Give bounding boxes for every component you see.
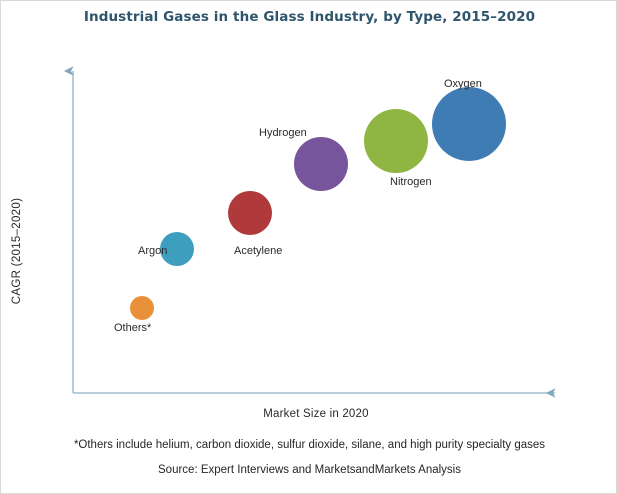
bubble-nitrogen[interactable] — [364, 109, 428, 173]
footnote-source: Source: Expert Interviews and Marketsand… — [158, 464, 461, 476]
bubble-label-acetylene: Acetylene — [234, 245, 283, 257]
y-axis-label: CAGR (2015–2020) — [11, 197, 23, 305]
page-title: Industrial Gases in the Glass Industry, … — [83, 9, 536, 25]
x-axis-label: Market Size in 2020 — [263, 408, 369, 420]
bubble-label-nitrogen: Nitrogen — [390, 176, 432, 188]
bubble-others[interactable] — [130, 296, 154, 320]
bubble-hydrogen[interactable] — [294, 137, 348, 191]
bubble-label-hydrogen: Hydrogen — [259, 127, 307, 139]
bubble-label-oxygen: Oxygen — [444, 78, 482, 90]
bubble-label-argon: Argon — [138, 245, 168, 257]
bubble-acetylene[interactable] — [228, 191, 272, 235]
bubble-oxygen[interactable] — [432, 87, 506, 161]
bubble-argon[interactable] — [160, 232, 194, 266]
bubble-label-others: Others* — [114, 322, 152, 334]
footnote-others: *Others include helium, carbon dioxide, … — [73, 439, 546, 451]
